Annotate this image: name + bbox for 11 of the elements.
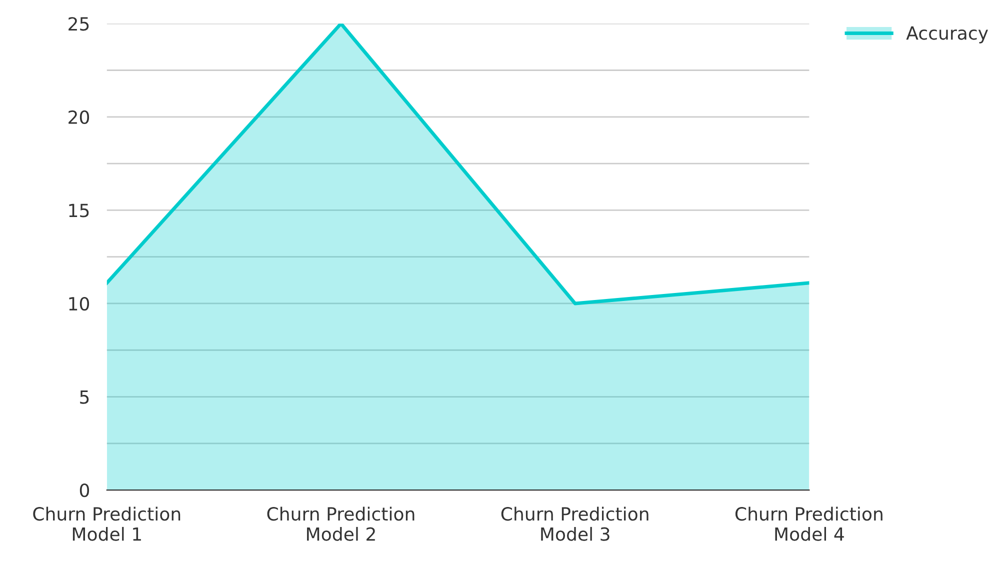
- y-tick-label: 5: [80, 390, 89, 404]
- y-tick-label: 10: [69, 296, 90, 311]
- y-tick-label: 20: [68, 110, 90, 124]
- y-tick-label: 15: [69, 204, 89, 218]
- x-tick-label: Churn Prediction Model 1: [33, 506, 180, 541]
- y-tick-label: 0: [80, 484, 90, 498]
- x-tick-label: Churn Prediction Model 4: [735, 506, 882, 541]
- legend-label: Accuracy: [906, 26, 988, 44]
- y-tick-label: 25: [68, 17, 89, 31]
- x-tick-label: Churn Prediction Model 2: [267, 506, 414, 541]
- x-tick-label: Churn Prediction Model 3: [501, 506, 648, 541]
